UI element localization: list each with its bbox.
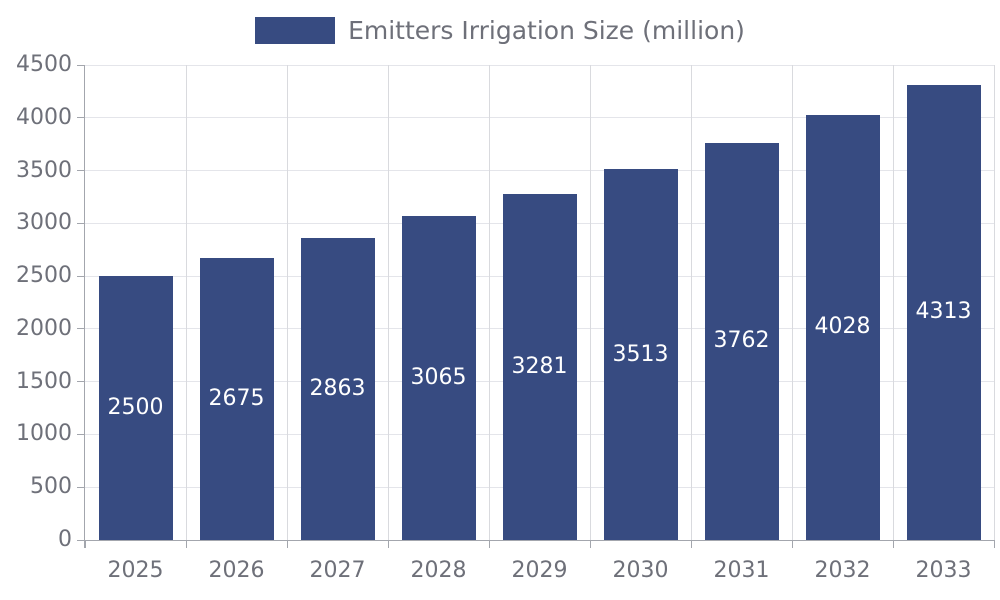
y-axis-label: 4000 bbox=[16, 104, 72, 130]
bar[interactable] bbox=[906, 84, 981, 540]
gridline-vertical bbox=[589, 65, 591, 540]
bar-value-label: 3281 bbox=[511, 353, 568, 379]
y-axis-tick bbox=[77, 222, 85, 224]
bar[interactable] bbox=[805, 114, 880, 540]
bar-value-label: 2863 bbox=[309, 375, 366, 401]
gridline-horizontal bbox=[85, 117, 994, 119]
y-axis-tick bbox=[77, 170, 85, 172]
y-axis-tick bbox=[77, 117, 85, 119]
y-axis-label: 1500 bbox=[16, 368, 72, 394]
bar[interactable] bbox=[98, 276, 173, 540]
x-axis-tick bbox=[791, 540, 793, 548]
gridline-vertical bbox=[690, 65, 692, 540]
x-axis-tick bbox=[892, 540, 894, 548]
bar-value-label: 4028 bbox=[814, 314, 871, 340]
gridline-vertical bbox=[791, 65, 793, 540]
y-axis-label: 2500 bbox=[16, 263, 72, 289]
x-axis-label: 2026 bbox=[208, 558, 265, 583]
x-axis-tick bbox=[690, 540, 692, 548]
y-axis-label: 500 bbox=[30, 474, 72, 500]
x-axis-label: 2032 bbox=[814, 558, 871, 583]
x-axis-label: 2029 bbox=[511, 558, 568, 583]
x-axis-label: 2028 bbox=[410, 558, 467, 583]
x-axis-label: 2030 bbox=[612, 558, 669, 583]
gridline-vertical bbox=[387, 65, 389, 540]
x-axis-label: 2027 bbox=[309, 558, 366, 583]
gridline-vertical bbox=[993, 65, 995, 540]
gridline-vertical bbox=[286, 65, 288, 540]
legend-item[interactable]: Emitters Irrigation Size (million) bbox=[0, 16, 1000, 45]
y-axis-label: 1000 bbox=[16, 421, 72, 447]
bar[interactable] bbox=[300, 237, 375, 540]
y-axis-tick bbox=[77, 486, 85, 488]
gridline-vertical bbox=[185, 65, 187, 540]
y-axis-label: 4500 bbox=[16, 52, 72, 77]
y-axis-label: 2000 bbox=[16, 315, 72, 341]
x-axis-tick bbox=[488, 540, 490, 548]
x-axis-line bbox=[77, 539, 994, 541]
y-axis-label: 3500 bbox=[16, 157, 72, 183]
x-axis-label: 2033 bbox=[915, 558, 972, 583]
y-axis-tick bbox=[77, 381, 85, 383]
gridline-vertical bbox=[488, 65, 490, 540]
bar-value-label: 4313 bbox=[915, 299, 972, 325]
x-axis-tick bbox=[84, 540, 86, 548]
bar-value-label: 2500 bbox=[107, 395, 164, 421]
x-axis-label: 2031 bbox=[713, 558, 770, 583]
y-axis-label: 0 bbox=[58, 527, 72, 552]
x-axis-label: 2025 bbox=[107, 558, 164, 583]
bar-value-label: 3065 bbox=[410, 365, 467, 391]
bar[interactable] bbox=[401, 216, 476, 540]
bar[interactable] bbox=[603, 169, 678, 540]
bar[interactable] bbox=[199, 257, 274, 540]
legend-swatch bbox=[255, 17, 336, 44]
y-axis-tick bbox=[77, 275, 85, 277]
bar[interactable] bbox=[502, 193, 577, 540]
x-axis-tick bbox=[185, 540, 187, 548]
x-axis-tick bbox=[387, 540, 389, 548]
y-axis-tick bbox=[77, 433, 85, 435]
bar-value-label: 3762 bbox=[713, 328, 770, 354]
x-axis-tick bbox=[993, 540, 995, 548]
x-axis-tick bbox=[286, 540, 288, 548]
bar-value-label: 2675 bbox=[208, 385, 265, 411]
y-axis-line bbox=[84, 65, 85, 548]
gridline-horizontal bbox=[85, 170, 994, 172]
y-axis-tick bbox=[77, 64, 85, 66]
x-axis-tick bbox=[589, 540, 591, 548]
bar-value-label: 3513 bbox=[612, 341, 669, 367]
y-axis-label: 3000 bbox=[16, 210, 72, 236]
gridline-vertical bbox=[892, 65, 894, 540]
gridline-horizontal bbox=[85, 64, 994, 66]
legend-label: Emitters Irrigation Size (million) bbox=[348, 16, 745, 45]
bar[interactable] bbox=[704, 142, 779, 540]
y-axis-tick bbox=[77, 328, 85, 330]
